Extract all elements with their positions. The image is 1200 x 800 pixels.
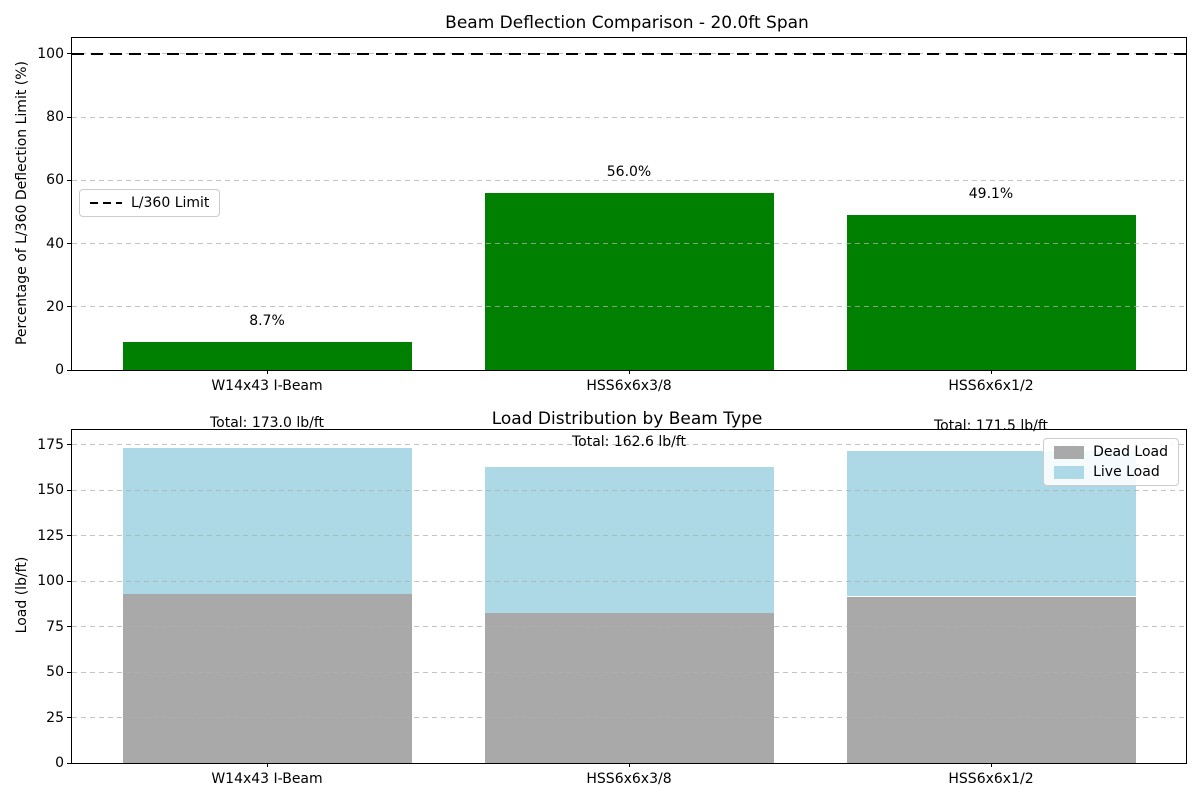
gridline-y125: [72, 535, 1186, 537]
bar-HSS6x6x3/8: [484, 192, 774, 370]
total-load-label: Total: 173.0 lb/ft: [209, 415, 325, 432]
legend: Dead Load Live Load: [1043, 438, 1179, 486]
total-load-label: Total: 162.6 lb/ft: [571, 434, 687, 451]
y-tick-mark: [67, 179, 71, 181]
y-tick-mark: [67, 369, 71, 371]
y-tick-mark: [67, 116, 71, 118]
y-tick-label: 75: [46, 618, 64, 635]
gridline-y40: [72, 243, 1186, 245]
gridline-y75: [72, 626, 1186, 628]
gridline-y80: [72, 116, 1186, 118]
y-tick-mark: [67, 671, 71, 673]
x-tick-label-HSS6x6x3/8: HSS6x6x3/8: [586, 771, 672, 787]
x-tick-label-HSS6x6x3/8: HSS6x6x3/8: [586, 378, 672, 394]
bar-value-label: 8.7%: [249, 313, 285, 330]
x-tick-label-W14x43 I-Beam: W14x43 I-Beam: [211, 771, 323, 787]
legend: L/360 Limit: [79, 189, 221, 217]
deflection-chart-title: Beam Deflection Comparison - 20.0ft Span: [445, 13, 809, 33]
x-tick-mark: [266, 370, 268, 374]
y-tick-label: 50: [46, 664, 64, 681]
y-tick-label: 100: [37, 573, 64, 590]
dead-load-bar-W14x43 I-Beam: [122, 593, 412, 763]
y-tick-label: 175: [37, 436, 64, 453]
dead-load-bar-HSS6x6x3/8: [484, 612, 774, 763]
load-plot-area: Total: 173.0 lb/ft Total: 162.6 lb/ft Tota…: [37, 415, 1187, 787]
x-tick-mark: [266, 763, 268, 767]
y-tick-label: 80: [46, 109, 64, 126]
legend-entry: L/360 Limit: [90, 195, 209, 211]
y-tick-mark: [67, 762, 71, 764]
y-tick-mark: [67, 626, 71, 628]
legend-label: L/360 Limit: [131, 195, 210, 211]
load-chart-title: Load Distribution by Beam Type: [491, 409, 763, 429]
legend-entry: Live Load: [1054, 464, 1168, 480]
color-swatch-icon: [1054, 445, 1085, 459]
gridline-y150: [72, 489, 1186, 491]
l360-limit-line: [72, 52, 1186, 55]
y-tick-label: 0: [55, 362, 64, 378]
gridline-y175: [72, 444, 1186, 446]
deflection-plot-area: 8.7% 56.0% 49.1% 0 20 40 60 80 100 W14x43 I-Beam H…: [37, 37, 1187, 394]
load-y-axis-label: Load (lb/ft): [14, 556, 30, 634]
y-tick-mark: [67, 717, 71, 719]
gridline-y50: [72, 671, 1186, 673]
y-tick-label: 40: [46, 235, 64, 252]
y-tick-mark: [67, 580, 71, 582]
y-tick-label: 0: [55, 755, 64, 771]
y-tick-mark: [67, 243, 71, 245]
gridline-y25: [72, 717, 1186, 718]
deflection-y-axis-label: Percentage of L/360 Deflection Limit (%): [14, 60, 30, 346]
bar-value-label: 49.1%: [968, 185, 1014, 202]
live-load-bar-W14x43 I-Beam: [122, 448, 412, 594]
y-tick-label: 20: [46, 298, 64, 315]
y-tick-label: 60: [46, 172, 64, 189]
dead-load-bar-HSS6x6x1/2: [846, 596, 1136, 763]
y-tick-label: 150: [37, 482, 64, 499]
legend-entry: Dead Load: [1054, 444, 1168, 460]
y-tick-label: 125: [37, 527, 64, 544]
color-swatch-icon: [1054, 465, 1085, 479]
y-tick-mark: [67, 489, 71, 491]
bar-W14x43 I-Beam: [122, 342, 412, 370]
y-tick-label: 25: [46, 709, 64, 726]
bar-value-label: 56.0%: [606, 163, 652, 180]
x-tick-mark: [990, 763, 992, 767]
gridline-y100: [72, 580, 1186, 582]
x-tick-label-W14x43 I-Beam: W14x43 I-Beam: [211, 378, 323, 394]
x-tick-label-HSS6x6x1/2: HSS6x6x1/2: [948, 378, 1034, 394]
legend-label: Dead Load: [1093, 444, 1168, 460]
gridline-y20: [72, 306, 1186, 308]
x-tick-mark: [628, 370, 630, 374]
y-tick-mark: [67, 535, 71, 537]
x-tick-label-HSS6x6x1/2: HSS6x6x1/2: [948, 771, 1034, 787]
y-tick-mark: [67, 53, 71, 55]
total-load-label: Total: 171.5 lb/ft: [933, 417, 1049, 434]
y-tick-mark: [67, 306, 71, 308]
dashed-line-icon: [90, 202, 122, 204]
y-tick-label: 100: [37, 45, 64, 62]
x-tick-mark: [628, 763, 630, 767]
bar-HSS6x6x1/2: [846, 214, 1136, 370]
legend-label: Live Load: [1093, 464, 1160, 480]
live-load-bar-HSS6x6x3/8: [484, 467, 774, 613]
x-tick-mark: [990, 370, 992, 374]
gridline-y60: [72, 179, 1186, 181]
y-tick-mark: [67, 444, 71, 446]
